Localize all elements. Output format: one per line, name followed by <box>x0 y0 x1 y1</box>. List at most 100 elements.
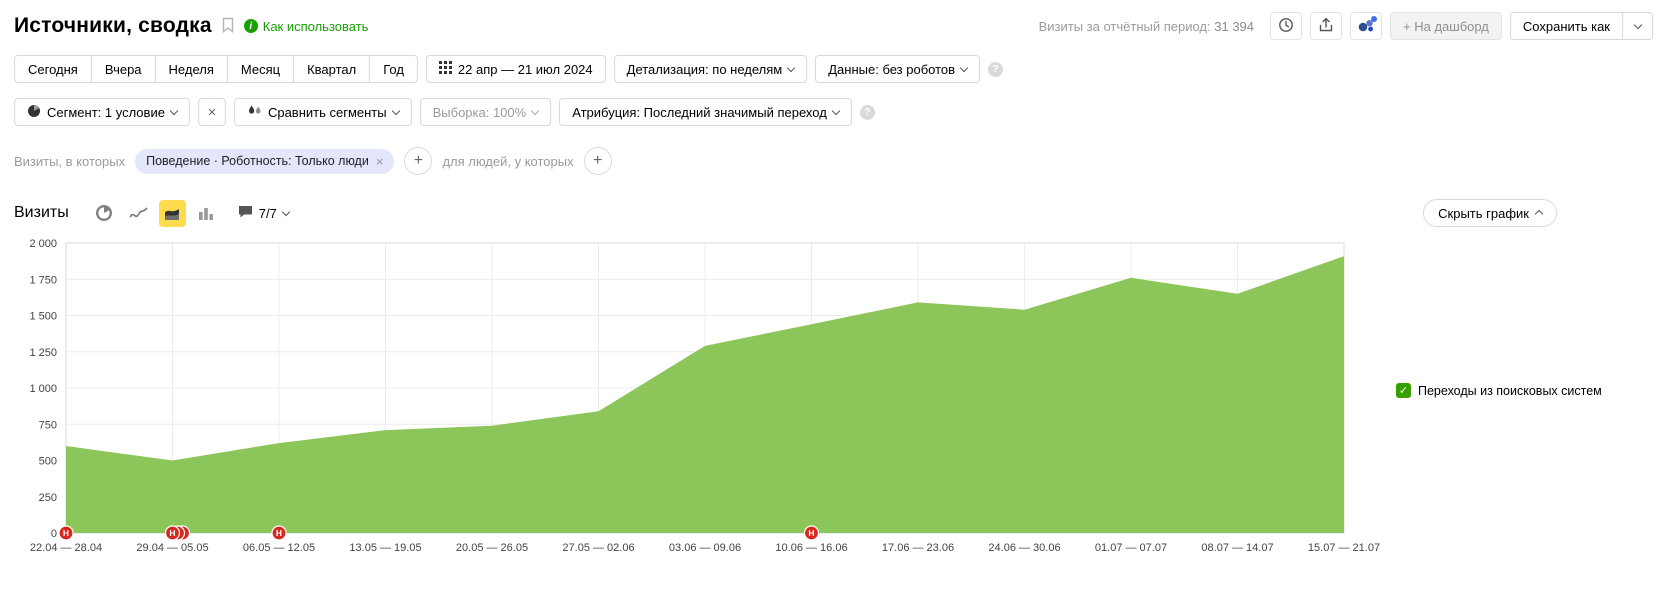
for-people-label: для людей, у которых <box>442 153 574 169</box>
chart-type-switcher <box>91 199 220 227</box>
filter-bar: Визиты, в которых Поведение · Роботность… <box>14 147 1653 175</box>
add-to-dashboard-button[interactable]: + На дашборд <box>1390 12 1502 40</box>
compare-segments-label: Сравнить сегменты <box>267 104 387 120</box>
bar-chart-icon[interactable] <box>193 200 220 227</box>
hide-chart-button[interactable]: Скрыть график <box>1423 199 1557 227</box>
comment-bubble-icon <box>238 205 253 221</box>
svg-text:01.07 — 07.07: 01.07 — 07.07 <box>1095 542 1167 554</box>
svg-text:20.05 — 26.05: 20.05 — 26.05 <box>456 542 528 554</box>
svg-text:500: 500 <box>39 456 57 468</box>
svg-text:13.05 — 19.05: 13.05 — 19.05 <box>349 542 421 554</box>
segment-chip-label: Поведение · Роботность: Только люди <box>146 154 369 168</box>
segment-dropdown[interactable]: Сегмент: 1 условие <box>14 98 190 126</box>
svg-text:Н: Н <box>808 528 814 538</box>
sampling-label: Выборка: 100% <box>432 104 527 120</box>
how-to-use-link[interactable]: i Как использовать <box>243 19 368 34</box>
chart-header: Визиты 7/7 Скрыть график <box>14 199 1653 227</box>
calendar-icon <box>438 61 452 77</box>
svg-text:Н: Н <box>63 528 69 538</box>
visits-in-which-label: Визиты, в которых <box>14 153 126 169</box>
save-as-button[interactable]: Сохранить как <box>1509 12 1623 40</box>
info-icon: i <box>243 19 258 33</box>
visits-period-summary: Визиты за отчётный период: 31 394 <box>1039 19 1254 34</box>
page-title: Источники, сводка <box>14 14 212 37</box>
visits-area-chart[interactable]: 0 250 500 750 1 000 1 250 1 500 1 750 2 000 22.04… <box>14 231 1414 566</box>
help-icon[interactable]: ? <box>859 104 875 120</box>
svg-text:17.06 — 23.06: 17.06 — 23.06 <box>882 542 954 554</box>
svg-text:24.06 — 30.06: 24.06 — 30.06 <box>988 542 1060 554</box>
svg-text:08.07 — 14.07: 08.07 — 14.07 <box>1201 542 1273 554</box>
legend-label: Переходы из поисковых систем <box>1418 383 1602 398</box>
svg-text:2 000: 2 000 <box>29 238 57 250</box>
preset-group: Сегодня Вчера Неделя Месяц Квартал Год <box>14 55 418 83</box>
preset-button-5[interactable]: Год <box>369 55 418 83</box>
visits-chart-area: 0 250 500 750 1 000 1 250 1 500 1 750 2 000 22.04… <box>14 231 1653 576</box>
svg-text:06.05 — 12.05: 06.05 — 12.05 <box>243 542 315 554</box>
attribution-dropdown[interactable]: Атрибуция: Последний значимый переход <box>559 98 852 126</box>
detalization-dropdown[interactable]: Детализация: по неделям <box>613 55 808 83</box>
preset-button-2[interactable]: Неделя <box>154 55 228 83</box>
segment-label: Сегмент: 1 условие <box>47 104 165 120</box>
help-icon[interactable]: ? <box>988 61 1004 77</box>
data-mode-label: Данные: без роботов <box>828 61 956 77</box>
date-range-button[interactable]: 22 апр — 21 июл 2024 <box>425 55 606 83</box>
chevron-down-icon <box>391 106 400 116</box>
comments-count: 7/7 <box>258 205 277 221</box>
segment-condition-chip[interactable]: Поведение · Роботность: Только люди × <box>135 148 395 174</box>
chart-legend: ✓ Переходы из поисковых систем <box>1396 383 1602 398</box>
chip-remove-icon[interactable]: × <box>375 153 384 169</box>
chevron-down-icon <box>831 106 841 116</box>
comments-dropdown[interactable]: 7/7 <box>238 205 291 221</box>
history-button[interactable] <box>1270 12 1303 40</box>
svg-text:10.06 — 16.06: 10.06 — 16.06 <box>775 542 847 554</box>
add-visit-condition-button[interactable]: + <box>404 147 433 175</box>
bookmark-icon[interactable] <box>222 17 234 36</box>
svg-text:27.05 — 02.06: 27.05 — 02.06 <box>562 542 634 554</box>
chevron-up-icon <box>1534 209 1544 219</box>
metrica-logo-icon <box>1357 17 1375 36</box>
segment-icon <box>27 104 41 121</box>
svg-text:22.04 — 28.04: 22.04 — 28.04 <box>30 542 102 554</box>
svg-text:29.04 — 05.05: 29.04 — 05.05 <box>136 542 208 554</box>
export-icon <box>1318 17 1334 36</box>
svg-text:1 000: 1 000 <box>29 383 57 395</box>
export-button[interactable] <box>1310 12 1343 40</box>
preset-button-0[interactable]: Сегодня <box>14 55 92 83</box>
chevron-down-icon <box>530 106 540 116</box>
date-range-label: 22 апр — 21 июл 2024 <box>457 61 593 77</box>
metrica-apps-button[interactable] <box>1350 12 1383 40</box>
svg-text:250: 250 <box>39 492 57 504</box>
preset-button-3[interactable]: Месяц <box>226 55 295 83</box>
svg-text:1 250: 1 250 <box>29 347 57 359</box>
segment-clear-button[interactable]: × <box>197 98 226 126</box>
chevron-down-icon <box>787 63 796 73</box>
chevron-down-icon <box>281 207 291 217</box>
svg-text:Н: Н <box>169 528 175 538</box>
svg-text:Н: Н <box>276 528 282 538</box>
attribution-label: Атрибуция: Последний значимый переход <box>572 104 827 120</box>
sources-summary-page: Источники, сводка i Как использовать Виз… <box>14 12 1653 576</box>
line-chart-icon[interactable] <box>125 200 152 227</box>
chevron-down-icon <box>1633 20 1642 30</box>
svg-text:1 500: 1 500 <box>29 311 57 323</box>
visits-period-value: 31 394 <box>1214 18 1255 34</box>
preset-button-1[interactable]: Вчера <box>90 55 156 83</box>
chevron-down-icon <box>169 106 179 116</box>
save-as-split-button: Сохранить как <box>1509 12 1653 40</box>
chevron-down-icon <box>959 63 969 73</box>
data-mode-dropdown[interactable]: Данные: без роботов <box>815 55 981 83</box>
pie-chart-icon[interactable] <box>91 200 118 227</box>
visits-period-label: Визиты за отчётный период: <box>1038 18 1211 34</box>
compare-segments-dropdown[interactable]: Сравнить сегменты <box>233 98 412 126</box>
svg-text:15.07 — 21.07: 15.07 — 21.07 <box>1308 542 1380 554</box>
detalization-label: Детализация: по неделям <box>626 61 783 77</box>
legend-checkbox[interactable]: ✓ <box>1396 383 1411 398</box>
stacked-area-chart-icon[interactable] <box>158 199 186 227</box>
preset-button-4[interactable]: Квартал <box>293 55 371 83</box>
add-people-condition-button[interactable]: + <box>583 147 612 175</box>
segment-bar: Сегмент: 1 условие × Сравнить сегменты В… <box>14 98 1653 126</box>
compare-segments-icon <box>247 104 262 121</box>
save-as-caret-button[interactable] <box>1623 12 1653 40</box>
sampling-dropdown[interactable]: Выборка: 100% <box>419 98 552 126</box>
period-bar: Сегодня Вчера Неделя Месяц Квартал Год 22 апр… <box>14 55 1653 83</box>
